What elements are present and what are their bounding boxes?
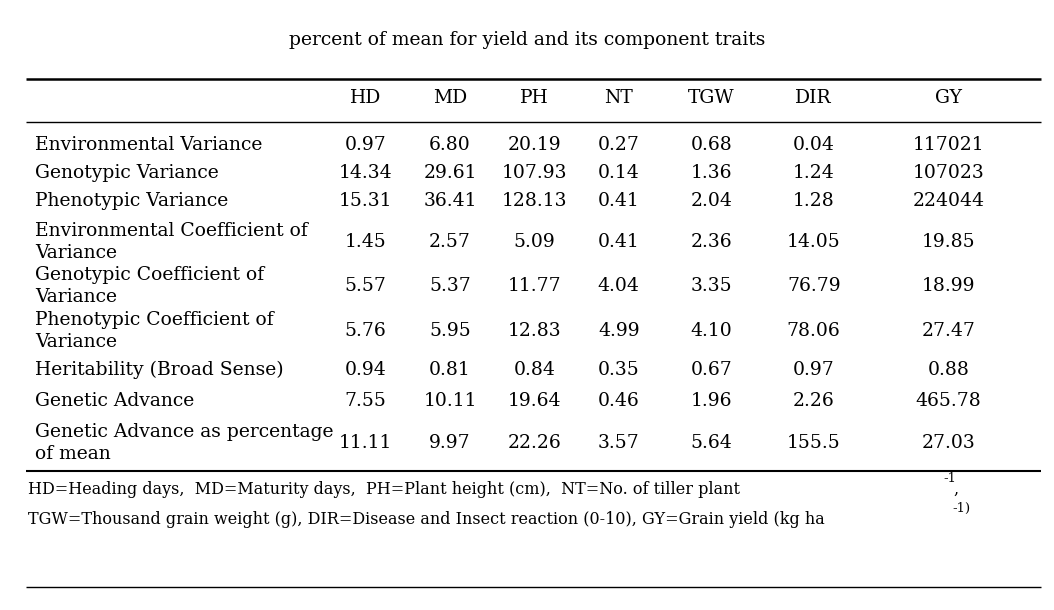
Text: Environmental Coefficient of: Environmental Coefficient of (35, 221, 308, 240)
Text: TGW=Thousand grain weight (g), DIR=Disease and Insect reaction (0-10), GY=Grain : TGW=Thousand grain weight (g), DIR=Disea… (28, 511, 825, 528)
Text: 0.35: 0.35 (598, 361, 640, 379)
Text: 117021: 117021 (913, 136, 984, 154)
Text: 2.04: 2.04 (690, 192, 733, 210)
Text: 22.26: 22.26 (508, 434, 561, 453)
Text: 0.97: 0.97 (793, 361, 835, 379)
Text: 11.77: 11.77 (508, 277, 561, 295)
Text: 5.37: 5.37 (429, 277, 471, 295)
Text: 4.10: 4.10 (690, 321, 733, 340)
Text: 19.85: 19.85 (922, 232, 975, 251)
Text: 5.64: 5.64 (690, 434, 733, 453)
Text: Environmental Variance: Environmental Variance (35, 136, 262, 154)
Text: 465.78: 465.78 (916, 392, 981, 411)
Text: TGW: TGW (688, 88, 735, 107)
Text: 0.27: 0.27 (598, 136, 640, 154)
Text: 155.5: 155.5 (787, 434, 840, 453)
Text: 224044: 224044 (913, 192, 984, 210)
Text: Genetic Advance as percentage: Genetic Advance as percentage (35, 423, 333, 442)
Text: Heritability (Broad Sense): Heritability (Broad Sense) (35, 361, 284, 379)
Text: 11.11: 11.11 (339, 434, 392, 453)
Text: Variance: Variance (35, 243, 117, 262)
Text: 7.55: 7.55 (345, 392, 387, 411)
Text: of mean: of mean (35, 445, 111, 464)
Text: 0.88: 0.88 (928, 361, 970, 379)
Text: Variance: Variance (35, 288, 117, 306)
Text: 0.41: 0.41 (598, 232, 640, 251)
Text: 9.97: 9.97 (429, 434, 471, 453)
Text: 5.95: 5.95 (429, 321, 471, 340)
Text: Variance: Variance (35, 332, 117, 351)
Text: 19.64: 19.64 (508, 392, 561, 411)
Text: MD: MD (433, 88, 467, 107)
Text: 14.05: 14.05 (787, 232, 840, 251)
Text: 0.67: 0.67 (690, 361, 733, 379)
Text: 0.46: 0.46 (598, 392, 640, 411)
Text: 0.41: 0.41 (598, 192, 640, 210)
Text: 1.24: 1.24 (793, 164, 835, 182)
Text: 76.79: 76.79 (787, 277, 840, 295)
Text: 27.47: 27.47 (921, 321, 976, 340)
Text: 107023: 107023 (913, 164, 984, 182)
Text: 18.99: 18.99 (922, 277, 975, 295)
Text: HD=Heading days,  MD=Maturity days,  PH=Plant height (cm),  NT=No. of tiller pla: HD=Heading days, MD=Maturity days, PH=Pl… (28, 481, 741, 498)
Text: 3.57: 3.57 (598, 434, 640, 453)
Text: 0.68: 0.68 (690, 136, 733, 154)
Text: HD: HD (350, 88, 382, 107)
Text: 0.04: 0.04 (793, 136, 835, 154)
Text: Genetic Advance: Genetic Advance (35, 392, 194, 411)
Text: 0.84: 0.84 (513, 361, 555, 379)
Text: 5.57: 5.57 (345, 277, 387, 295)
Text: NT: NT (604, 88, 633, 107)
Text: 6.80: 6.80 (429, 136, 471, 154)
Text: 5.76: 5.76 (345, 321, 387, 340)
Text: GY: GY (935, 88, 962, 107)
Text: 0.97: 0.97 (345, 136, 387, 154)
Text: 15.31: 15.31 (339, 192, 392, 210)
Text: 3.35: 3.35 (690, 277, 733, 295)
Text: 36.41: 36.41 (424, 192, 476, 210)
Text: 2.57: 2.57 (429, 232, 471, 251)
Text: ,: , (954, 481, 959, 498)
Text: 1.96: 1.96 (690, 392, 733, 411)
Text: 1.28: 1.28 (793, 192, 835, 210)
Text: 128.13: 128.13 (502, 192, 567, 210)
Text: Phenotypic Variance: Phenotypic Variance (35, 192, 228, 210)
Text: 1.36: 1.36 (690, 164, 733, 182)
Text: 0.14: 0.14 (598, 164, 640, 182)
Text: 4.04: 4.04 (598, 277, 640, 295)
Text: Genotypic Variance: Genotypic Variance (35, 164, 218, 182)
Text: 20.19: 20.19 (508, 136, 561, 154)
Text: Genotypic Coefficient of: Genotypic Coefficient of (35, 266, 264, 284)
Text: 10.11: 10.11 (424, 392, 476, 411)
Text: 29.61: 29.61 (424, 164, 476, 182)
Text: DIR: DIR (796, 88, 832, 107)
Text: 2.36: 2.36 (690, 232, 733, 251)
Text: 0.81: 0.81 (429, 361, 471, 379)
Text: 5.09: 5.09 (513, 232, 555, 251)
Text: percent of mean for yield and its component traits: percent of mean for yield and its compon… (289, 30, 765, 49)
Text: 12.83: 12.83 (508, 321, 561, 340)
Text: 0.94: 0.94 (345, 361, 387, 379)
Text: Phenotypic Coefficient of: Phenotypic Coefficient of (35, 310, 273, 329)
Text: 107.93: 107.93 (502, 164, 567, 182)
Text: 27.03: 27.03 (922, 434, 975, 453)
Text: -1): -1) (953, 502, 971, 515)
Text: 78.06: 78.06 (787, 321, 840, 340)
Text: 2.26: 2.26 (793, 392, 835, 411)
Text: 1.45: 1.45 (345, 232, 387, 251)
Text: 4.99: 4.99 (598, 321, 640, 340)
Text: -1: -1 (943, 472, 956, 485)
Text: PH: PH (520, 88, 549, 107)
Text: 14.34: 14.34 (339, 164, 392, 182)
